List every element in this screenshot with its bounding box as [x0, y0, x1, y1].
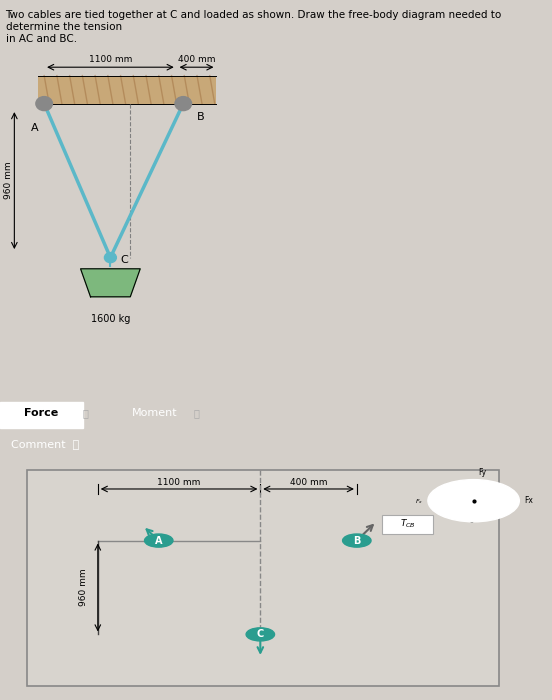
Text: A: A — [30, 123, 38, 133]
Text: Moment: Moment — [132, 408, 177, 418]
Text: Two cables are tied together at C and loaded as shown. Draw the free-body diagra: Two cables are tied together at C and lo… — [6, 10, 502, 43]
Text: 400 mm: 400 mm — [178, 55, 215, 64]
Text: 1100 mm: 1100 mm — [89, 55, 132, 64]
FancyBboxPatch shape — [382, 514, 433, 533]
Text: 1100 mm: 1100 mm — [157, 477, 201, 486]
Text: ⓘ: ⓘ — [83, 408, 88, 418]
Circle shape — [175, 97, 192, 111]
Polygon shape — [81, 269, 140, 297]
Text: B: B — [353, 536, 360, 545]
Text: 1600 kg: 1600 kg — [91, 314, 130, 323]
Text: 400 mm: 400 mm — [290, 477, 327, 486]
Text: $F_x$: $F_x$ — [415, 498, 423, 506]
Text: 960 mm: 960 mm — [78, 568, 88, 606]
Text: $T_{CB}$: $T_{CB}$ — [400, 518, 416, 531]
FancyBboxPatch shape — [26, 470, 499, 686]
Text: ⓘ: ⓘ — [193, 408, 199, 418]
Circle shape — [145, 534, 173, 547]
Circle shape — [428, 480, 519, 522]
Text: Fx: Fx — [524, 496, 533, 505]
Circle shape — [343, 534, 371, 547]
Circle shape — [36, 97, 52, 111]
Text: 0°: 0° — [470, 519, 477, 524]
Text: B: B — [197, 112, 204, 122]
Text: C: C — [120, 256, 128, 265]
Circle shape — [246, 628, 274, 641]
Text: Fy: Fy — [479, 468, 487, 477]
Text: Comment  ⓘ: Comment ⓘ — [11, 440, 79, 449]
Circle shape — [104, 253, 116, 262]
FancyBboxPatch shape — [38, 76, 216, 104]
Text: 960 mm: 960 mm — [4, 162, 13, 200]
Text: A: A — [155, 536, 162, 545]
FancyBboxPatch shape — [0, 402, 83, 428]
Text: Force: Force — [24, 408, 59, 418]
Text: C: C — [257, 629, 264, 639]
